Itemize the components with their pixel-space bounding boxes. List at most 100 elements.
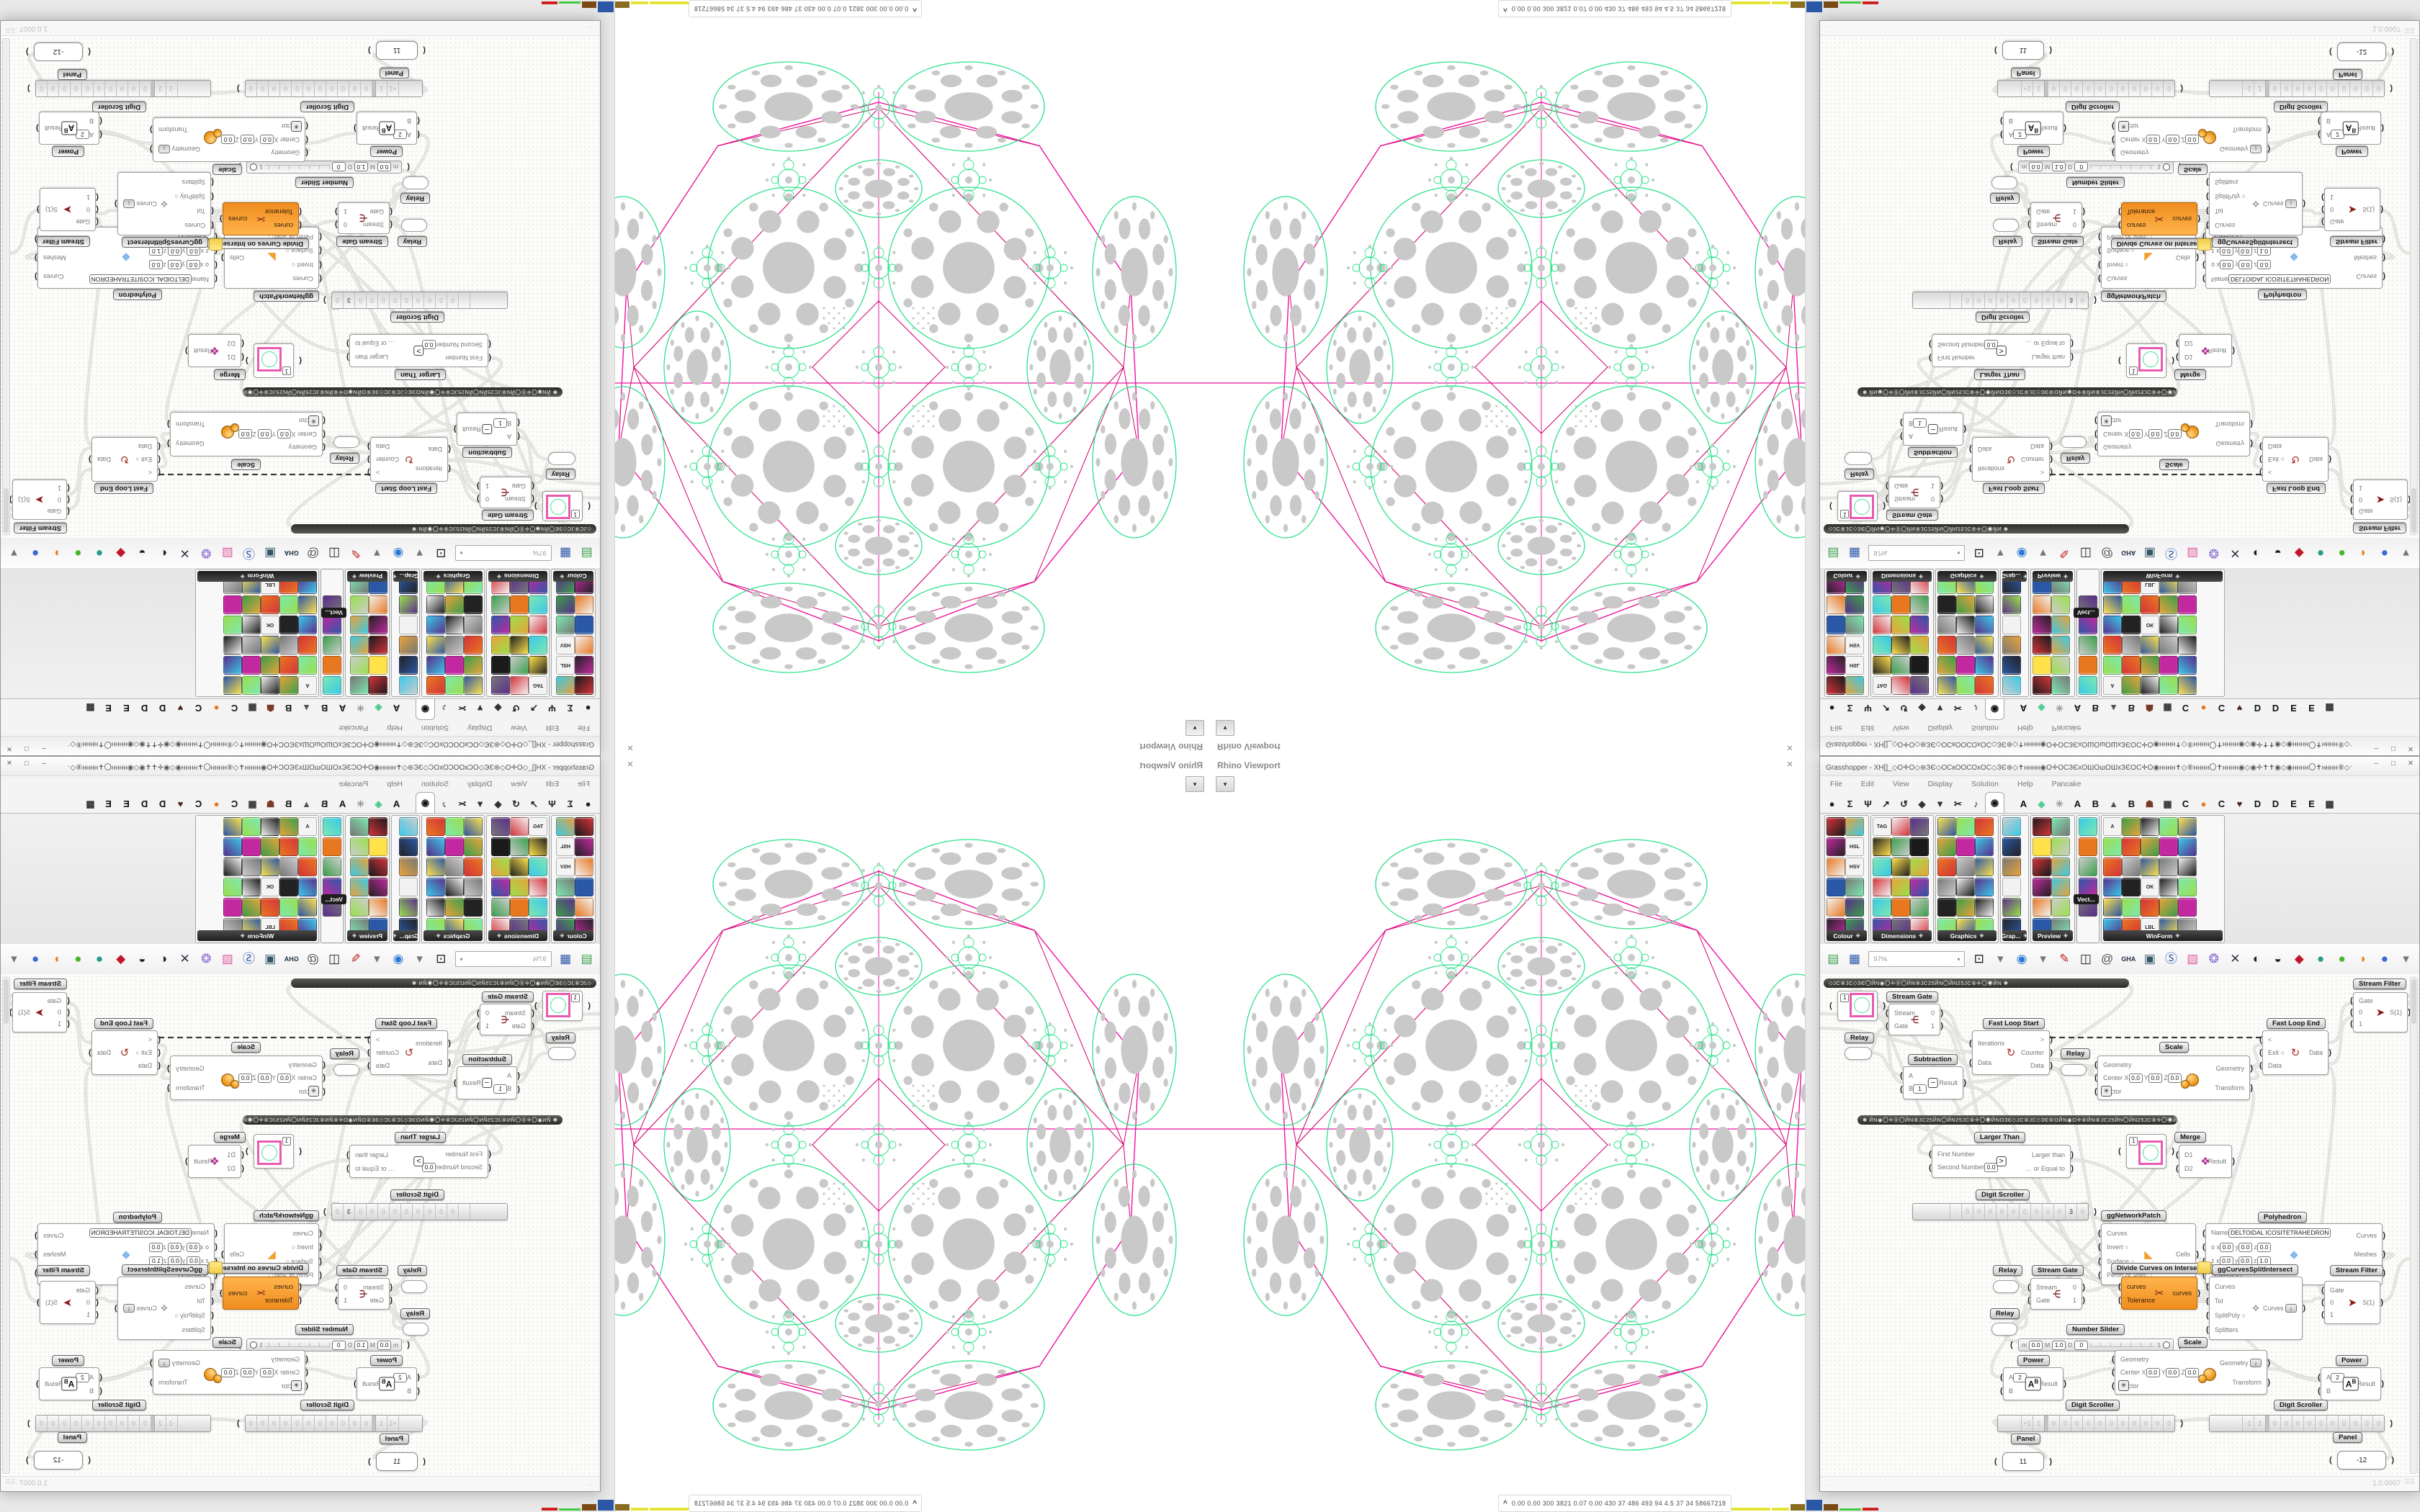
port-hook[interactable]: (	[2112, 148, 2115, 158]
expression-button[interactable]: ✳	[308, 1086, 319, 1097]
port-hook[interactable]: )	[2232, 1157, 2235, 1166]
component-icon[interactable]	[464, 616, 483, 634]
digit-cell[interactable]: 3	[2065, 292, 2076, 308]
digit-cell[interactable]: -1	[166, 1416, 178, 1431]
node-label[interactable]: Power	[52, 146, 84, 157]
value-box[interactable]: 0.0	[2165, 135, 2179, 145]
digit-cell[interactable]: 0	[246, 81, 257, 96]
node-label[interactable]: Power	[2336, 1355, 2368, 1366]
digit-cell[interactable]: 0	[2071, 81, 2082, 96]
component-icon[interactable]	[1910, 616, 1929, 634]
port-hook[interactable]: (	[390, 1283, 393, 1292]
component-icon[interactable]	[350, 616, 369, 634]
input-port[interactable]: curves(	[2118, 221, 2146, 230]
port-hook[interactable]: (	[517, 418, 520, 428]
port-hook[interactable]: (	[1969, 445, 1972, 454]
component-icon[interactable]: HSL	[556, 656, 575, 675]
gift-box-icon[interactable]: ▧	[221, 952, 233, 966]
component-icon[interactable]	[426, 595, 445, 614]
node-label[interactable]: Polyhedron	[112, 289, 162, 300]
tab-19[interactable]: C	[2182, 703, 2190, 714]
value-box[interactable]: 0.0	[421, 1163, 436, 1173]
port-hook[interactable]: (	[2318, 1373, 2321, 1382]
input-port[interactable]: 1(	[2321, 192, 2334, 202]
digit-cell[interactable]: 0	[2349, 1416, 2361, 1431]
component-divide-curves-on-intersects[interactable]: curves(Tolerance(curves) ✂	[2118, 1277, 2200, 1310]
port-hook[interactable]: (	[2259, 1035, 2262, 1044]
crossing-wires-icon[interactable]: ✕	[2230, 546, 2241, 560]
tab-16[interactable]: B	[284, 798, 292, 809]
port-hook[interactable]: (	[488, 354, 491, 363]
component-icon[interactable]	[556, 898, 575, 917]
input-port[interactable]: Curves(	[2206, 1282, 2236, 1291]
node-label[interactable]: Scale	[212, 164, 242, 175]
output-port[interactable]: Curves)	[2356, 1231, 2385, 1240]
digit-cell[interactable]: 3	[344, 1204, 355, 1220]
tab-13[interactable]: A	[2074, 798, 2081, 809]
close-icon[interactable]: ✕	[1786, 743, 1793, 752]
component-icon[interactable]	[369, 837, 387, 856]
port-hook[interactable]: )	[2381, 1380, 2384, 1388]
resize-grip-icon[interactable]: ⠿⠿	[5, 25, 16, 33]
tab-11[interactable]: ◈	[375, 703, 382, 714]
port-hook[interactable]: (	[2098, 274, 2101, 284]
component-icon[interactable]	[510, 898, 529, 917]
menu-item-file[interactable]: File	[1830, 724, 1842, 732]
digit-cell[interactable]: +1	[2021, 1416, 2033, 1431]
digit-cell[interactable]: 0	[367, 1204, 378, 1220]
zoom-extents-icon[interactable]: ⊡	[1973, 546, 1984, 560]
component-icon[interactable]	[223, 636, 242, 654]
output-port[interactable]: Curves ↓)	[2262, 1304, 2305, 1313]
tab-6[interactable]: ▼	[1935, 703, 1945, 714]
preview-eye-icon[interactable]: ◉	[393, 952, 404, 966]
node-label[interactable]: Relay	[2061, 1048, 2091, 1059]
component-power[interactable]: A2(B(Result)AB	[354, 1367, 420, 1400]
component-icon[interactable]	[1827, 616, 1845, 634]
node-label[interactable]: Number Slider	[295, 1324, 354, 1335]
input-port[interactable]: Gate(	[2350, 507, 2373, 516]
input-port[interactable]: Data(	[1969, 445, 1992, 454]
value-box[interactable]: 1.0	[2052, 1340, 2066, 1350]
output-port[interactable]: Transform)	[150, 125, 188, 134]
port-hook[interactable]: )	[2380, 205, 2383, 214]
input-port[interactable]: Data(	[2259, 1061, 2282, 1070]
digit-cell[interactable]: 0	[82, 1416, 94, 1431]
open-file-icon[interactable]: ▤	[581, 952, 593, 966]
menu-item-edit[interactable]: Edit	[1860, 780, 1875, 788]
node-label[interactable]: Stream Gate	[336, 236, 388, 247]
component-icon[interactable]	[464, 858, 483, 876]
component-icon[interactable]	[1891, 676, 1910, 695]
digit-cell[interactable]: 0	[436, 292, 447, 308]
port-hook[interactable]: (	[532, 482, 534, 490]
port-hook[interactable]: )	[367, 455, 370, 464]
port-hook[interactable]: (	[96, 205, 99, 215]
port-hook[interactable]: (	[305, 1381, 308, 1390]
value-box[interactable]: 0.0	[2029, 162, 2043, 172]
port-hook[interactable]: )	[2082, 1283, 2085, 1292]
component-fast-loop-end[interactable]: <(Exit ○(Data(Data) ↻	[2259, 437, 2331, 482]
component-icon[interactable]	[1956, 616, 1975, 634]
digit-cell[interactable]: 0	[2082, 81, 2094, 96]
digit-cell[interactable]: 0	[257, 81, 269, 96]
component-icon[interactable]	[464, 656, 483, 675]
input-port[interactable]: Curves(	[184, 1282, 214, 1291]
port-hook[interactable]: (	[305, 122, 308, 131]
digit-cell[interactable]: 0	[2269, 81, 2280, 96]
group-bar[interactable]: ◇ЈС⑧ЈС◇ЗЄ〇ЙN◉〇✛⑧〇ЙN⑧ЈС25ЙN〇ЙN25ЈС⑧✛〇◉ЙN …	[291, 524, 596, 534]
digit-cell[interactable]: 0	[1984, 292, 1996, 308]
component-icon[interactable]	[556, 878, 575, 896]
port-hook[interactable]: (	[1900, 418, 1903, 428]
digit-cell[interactable]: 0	[2094, 81, 2105, 96]
port-hook[interactable]: )	[477, 1009, 480, 1017]
component-icon[interactable]	[426, 817, 445, 836]
ribbon-group-label[interactable]: WinForm ✚	[2103, 930, 2223, 941]
tab-26[interactable]: E	[105, 703, 112, 714]
component-icon[interactable]	[298, 656, 317, 675]
output-port[interactable]: 1)	[2072, 207, 2085, 216]
component-icon[interactable]	[323, 676, 341, 695]
component-icon[interactable]	[2141, 898, 2159, 917]
component-icon[interactable]	[1873, 878, 1891, 896]
close-icon[interactable]: ✕	[6, 760, 13, 768]
